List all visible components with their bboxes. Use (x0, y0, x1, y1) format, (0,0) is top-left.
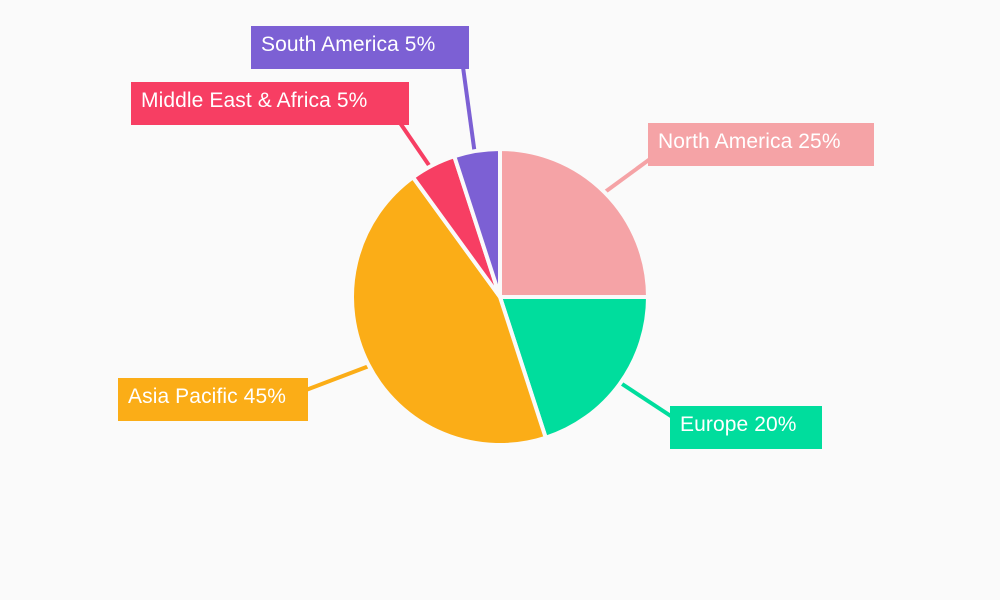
leader-line-asia-pacific (305, 361, 378, 392)
pie-label-south-america[interactable]: South America 5% (251, 26, 469, 69)
pie-slice-south-america[interactable] (451, 146, 502, 298)
pie-slices (350, 146, 651, 447)
pie-slice-north-america[interactable] (498, 146, 651, 299)
pie-label-europe[interactable]: Europe 20% (670, 406, 822, 449)
pie-label-asia-pacific[interactable]: Asia Pacific 45% (118, 378, 308, 421)
pie-label-middle-east-africa[interactable]: Middle East & Africa 5% (131, 82, 409, 125)
pie-slice-asia-pacific[interactable] (350, 174, 549, 447)
pie-slice-europe[interactable] (497, 295, 651, 441)
pie-label-north-america[interactable]: North America 25% (648, 123, 874, 166)
leader-line-south-america (461, 66, 477, 156)
